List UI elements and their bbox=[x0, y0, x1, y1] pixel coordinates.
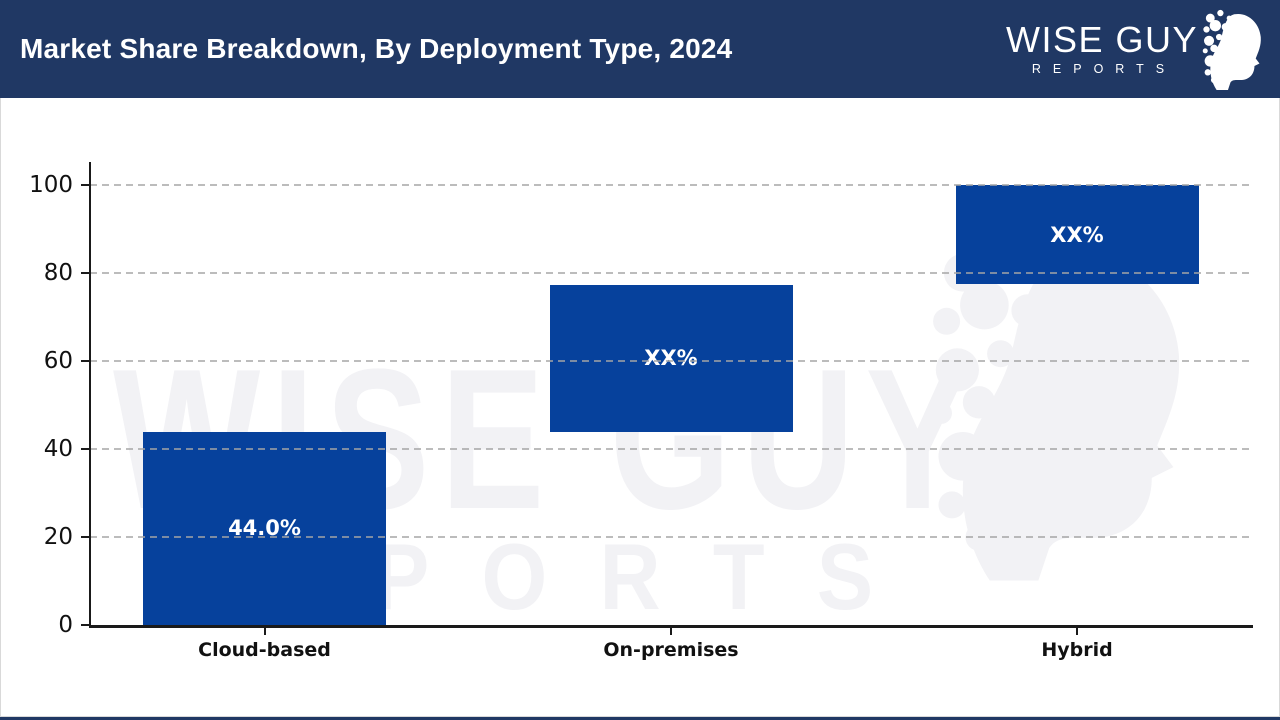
y-tick-label-20: 20 bbox=[43, 524, 73, 551]
bar-value-label-on-premises: XX% bbox=[644, 346, 698, 371]
y-tick-label-40: 40 bbox=[43, 436, 73, 463]
category-label-cloud-based: Cloud-based bbox=[198, 639, 331, 662]
gridline-60 bbox=[90, 360, 1253, 363]
y-tick-label-0: 0 bbox=[58, 612, 73, 639]
gridline-40 bbox=[90, 448, 1253, 451]
brand-logo-face-icon bbox=[1202, 9, 1261, 90]
brand-logo-wordmark: WISE GUY bbox=[1005, 19, 1198, 61]
footer-bar bbox=[0, 717, 1280, 720]
x-axis-line bbox=[89, 625, 1253, 628]
header-bar: Market Share Breakdown, By Deployment Ty… bbox=[0, 0, 1280, 98]
bar-cloud-based: 44.0% bbox=[143, 431, 386, 626]
bar-value-label-hybrid: XX% bbox=[1050, 222, 1104, 247]
gridline-100 bbox=[90, 184, 1253, 187]
gridline-80 bbox=[90, 272, 1253, 275]
y-tick-40 bbox=[81, 448, 89, 451]
brand-logo-text: WISE GUY REPORTS bbox=[1006, 22, 1198, 76]
y-tick-60 bbox=[81, 360, 89, 363]
x-tick-on-premises bbox=[670, 627, 672, 636]
category-label-on-premises: On-premises bbox=[603, 639, 739, 662]
y-tick-100 bbox=[81, 184, 89, 187]
bar-on-premises: XX% bbox=[549, 284, 793, 432]
y-tick-80 bbox=[81, 272, 89, 275]
brand-logo: WISE GUY REPORTS bbox=[1006, 0, 1266, 98]
category-label-hybrid: Hybrid bbox=[1041, 639, 1113, 662]
y-tick-20 bbox=[81, 536, 89, 539]
y-tick-label-60: 60 bbox=[43, 348, 73, 375]
gridline-20 bbox=[90, 536, 1253, 539]
y-tick-label-100: 100 bbox=[29, 172, 73, 199]
x-tick-cloud-based bbox=[263, 627, 266, 636]
x-tick-hybrid bbox=[1076, 627, 1078, 636]
y-tick-label-80: 80 bbox=[43, 260, 73, 287]
brand-logo-subtitle: REPORTS bbox=[1031, 62, 1177, 77]
bar-hybrid: XX% bbox=[955, 185, 1199, 285]
watermark-face-icon bbox=[930, 237, 1180, 581]
y-axis-line bbox=[89, 162, 91, 628]
y-tick-0 bbox=[81, 624, 89, 627]
footer-divider bbox=[0, 716, 1280, 717]
page-title: Market Share Breakdown, By Deployment Ty… bbox=[20, 33, 733, 64]
